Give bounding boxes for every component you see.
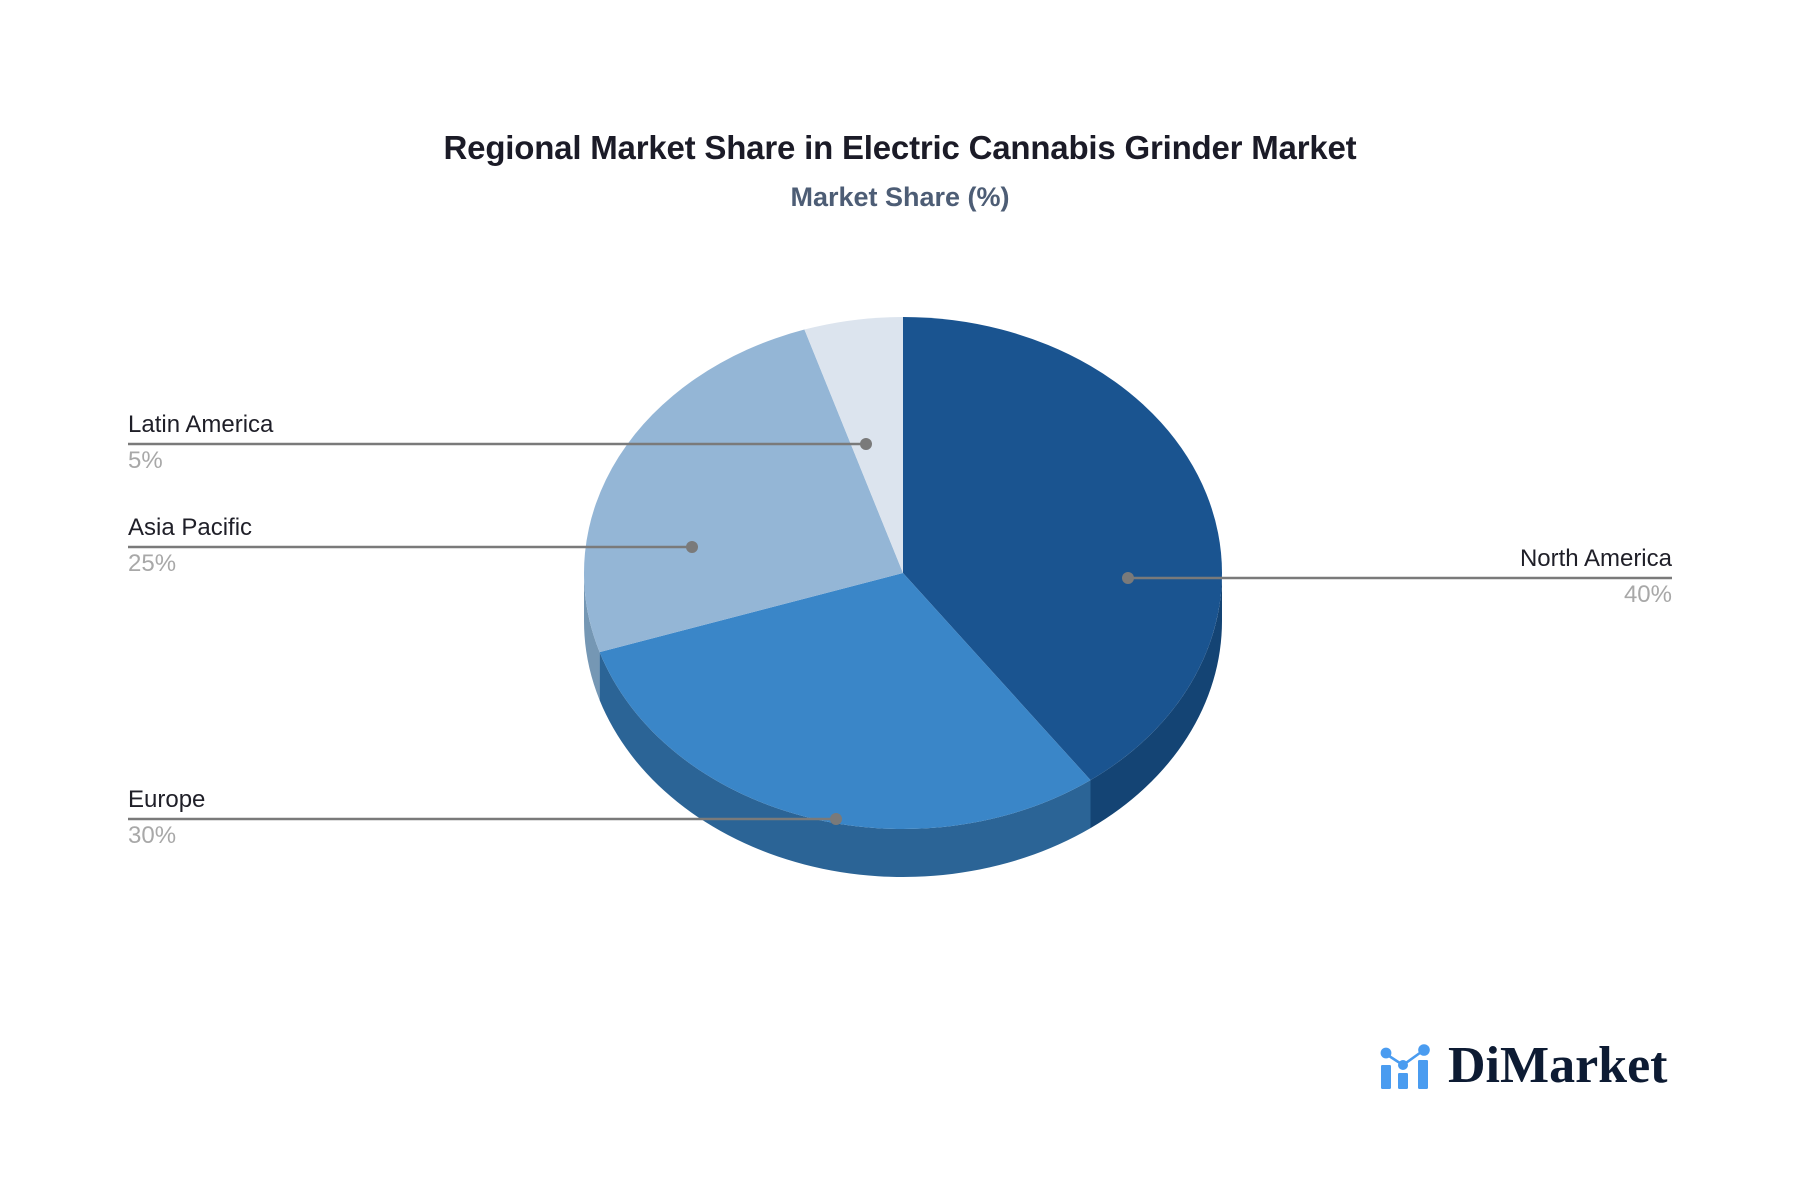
slice-side-asia-pacific	[584, 573, 600, 701]
slice-asia-pacific	[583, 329, 903, 653]
callout-label-europe: Europe	[128, 786, 206, 813]
pie-top-faces	[583, 317, 1222, 830]
callout-europe: Europe 30%	[128, 785, 548, 851]
callout-latin-america: Latin America 5%	[128, 410, 548, 476]
callout-value-north-america: 40%	[1623, 581, 1672, 608]
brand-name: DiMarket	[1448, 1037, 1668, 1094]
callout-label-latin-america: Latin America	[128, 411, 274, 438]
leader-dot-north-america	[1122, 572, 1134, 584]
slice-side-north-america	[1090, 573, 1222, 829]
leader-dot-latin-america	[860, 438, 872, 450]
callout-value-europe: 30%	[128, 822, 177, 849]
page-title: Regional Market Share in Electric Cannab…	[443, 129, 1357, 166]
callout-value-asia-pacific: 25%	[128, 550, 177, 577]
slice-side-europe	[599, 652, 1091, 877]
leader-dot-europe	[830, 813, 842, 825]
callout-label-asia-pacific: Asia Pacific	[128, 514, 253, 541]
pie-3d-side-walls	[584, 573, 1222, 877]
slice-north-america	[903, 317, 1222, 781]
leader-dot-asia-pacific	[686, 541, 698, 553]
brand-logo: DiMarket	[1378, 1040, 1667, 1092]
callout-label-north-america: North America	[1519, 545, 1672, 572]
callout-north-america: North America 40%	[1252, 544, 1672, 610]
leader-lines	[128, 438, 1672, 825]
callout-value-latin-america: 5%	[128, 447, 163, 474]
title-block: Regional Market Share in Electric Cannab…	[0, 128, 1800, 213]
callout-asia-pacific: Asia Pacific 25%	[128, 513, 548, 579]
slice-europe	[599, 573, 1091, 830]
chart-subtitle: Market Share (%)	[790, 181, 1010, 212]
bar-chart-icon	[1380, 1044, 1430, 1089]
